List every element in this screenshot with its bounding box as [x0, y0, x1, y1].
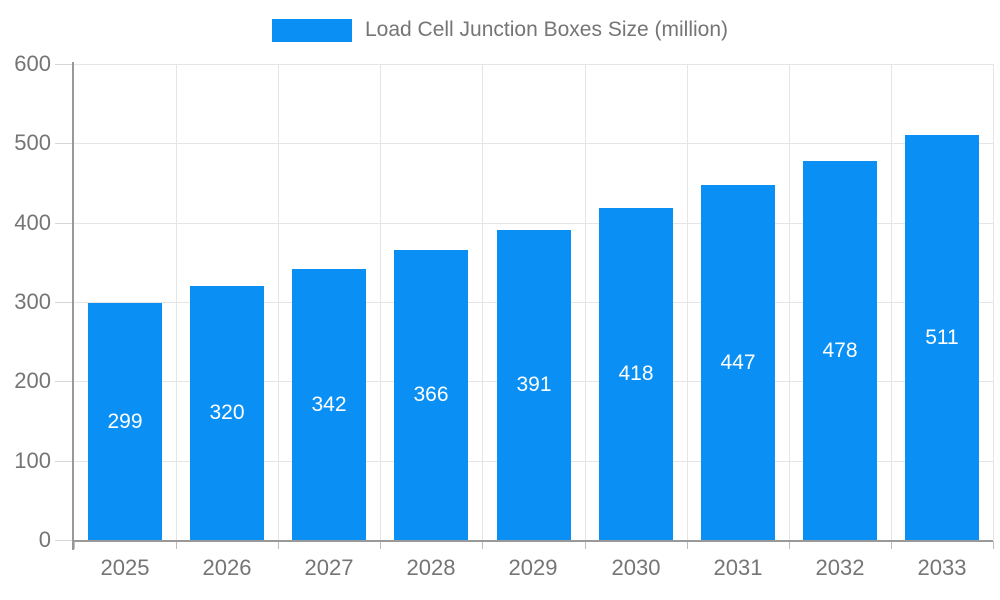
bar[interactable]: 447	[701, 185, 775, 540]
x-gridline	[380, 64, 381, 540]
x-axis-label: 2033	[917, 555, 967, 580]
x-axis-label: 2025	[100, 555, 150, 580]
bar[interactable]: 478	[803, 161, 877, 540]
x-tick	[687, 541, 688, 549]
x-tick	[74, 541, 75, 549]
legend-label: Load Cell Junction Boxes Size (million)	[365, 18, 728, 41]
y-tick	[55, 64, 73, 65]
y-gridline	[74, 64, 993, 65]
x-axis-label: 2028	[406, 555, 456, 580]
x-tick	[176, 541, 177, 549]
x-gridline	[176, 64, 177, 540]
bar[interactable]: 418	[599, 208, 673, 540]
x-axis-label: 2026	[202, 555, 252, 580]
legend-swatch-icon	[272, 18, 352, 42]
x-tick	[278, 541, 279, 549]
x-tick	[482, 541, 483, 549]
x-axis-label: 2029	[508, 555, 558, 580]
bar[interactable]: 342	[292, 269, 366, 540]
x-axis-label: 2030	[611, 555, 661, 580]
bar-value-label: 342	[311, 393, 347, 416]
x-gridline	[891, 64, 892, 540]
x-tick	[789, 541, 790, 549]
y-axis-label: 0	[38, 527, 51, 552]
x-tick	[891, 541, 892, 549]
x-tick	[993, 541, 994, 549]
y-tick	[55, 540, 73, 541]
bar-value-label: 511	[925, 326, 959, 349]
x-tick	[585, 541, 586, 549]
bar-value-label: 320	[209, 401, 245, 424]
bar[interactable]: 391	[497, 230, 571, 540]
legend[interactable]: Load Cell Junction Boxes Size (million)	[0, 17, 1000, 43]
x-gridline	[585, 64, 586, 540]
bar-value-label: 391	[516, 373, 552, 396]
bar-value-label: 366	[413, 383, 449, 406]
bar-value-label: 299	[107, 410, 143, 433]
x-gridline	[687, 64, 688, 540]
y-tick	[55, 302, 73, 303]
y-tick	[55, 381, 73, 382]
y-gridline	[74, 143, 993, 144]
bar[interactable]: 511	[905, 135, 979, 540]
x-axis-label: 2031	[713, 555, 763, 580]
y-tick	[55, 461, 73, 462]
y-axis-label: 600	[14, 51, 51, 76]
bar[interactable]: 366	[394, 250, 468, 540]
y-axis-label: 300	[14, 289, 51, 314]
x-axis-line	[72, 540, 993, 542]
x-axis-label: 2027	[304, 555, 354, 580]
y-tick	[55, 143, 73, 144]
x-axis-label: 2032	[815, 555, 865, 580]
y-gridline	[74, 223, 993, 224]
bar-value-label: 418	[618, 362, 654, 385]
y-axis-label: 100	[14, 448, 51, 473]
bar-value-label: 478	[822, 339, 858, 362]
bar[interactable]: 320	[190, 286, 264, 540]
bar-value-label: 447	[720, 351, 756, 374]
x-gridline	[482, 64, 483, 540]
y-axis-label: 200	[14, 368, 51, 393]
y-axis-label: 400	[14, 210, 51, 235]
y-tick	[55, 223, 73, 224]
x-tick	[380, 541, 381, 549]
y-axis-line	[72, 62, 74, 550]
bar[interactable]: 299	[88, 303, 162, 540]
x-gridline	[789, 64, 790, 540]
x-gridline	[993, 64, 994, 540]
x-gridline	[278, 64, 279, 540]
y-axis-label: 500	[14, 130, 51, 155]
